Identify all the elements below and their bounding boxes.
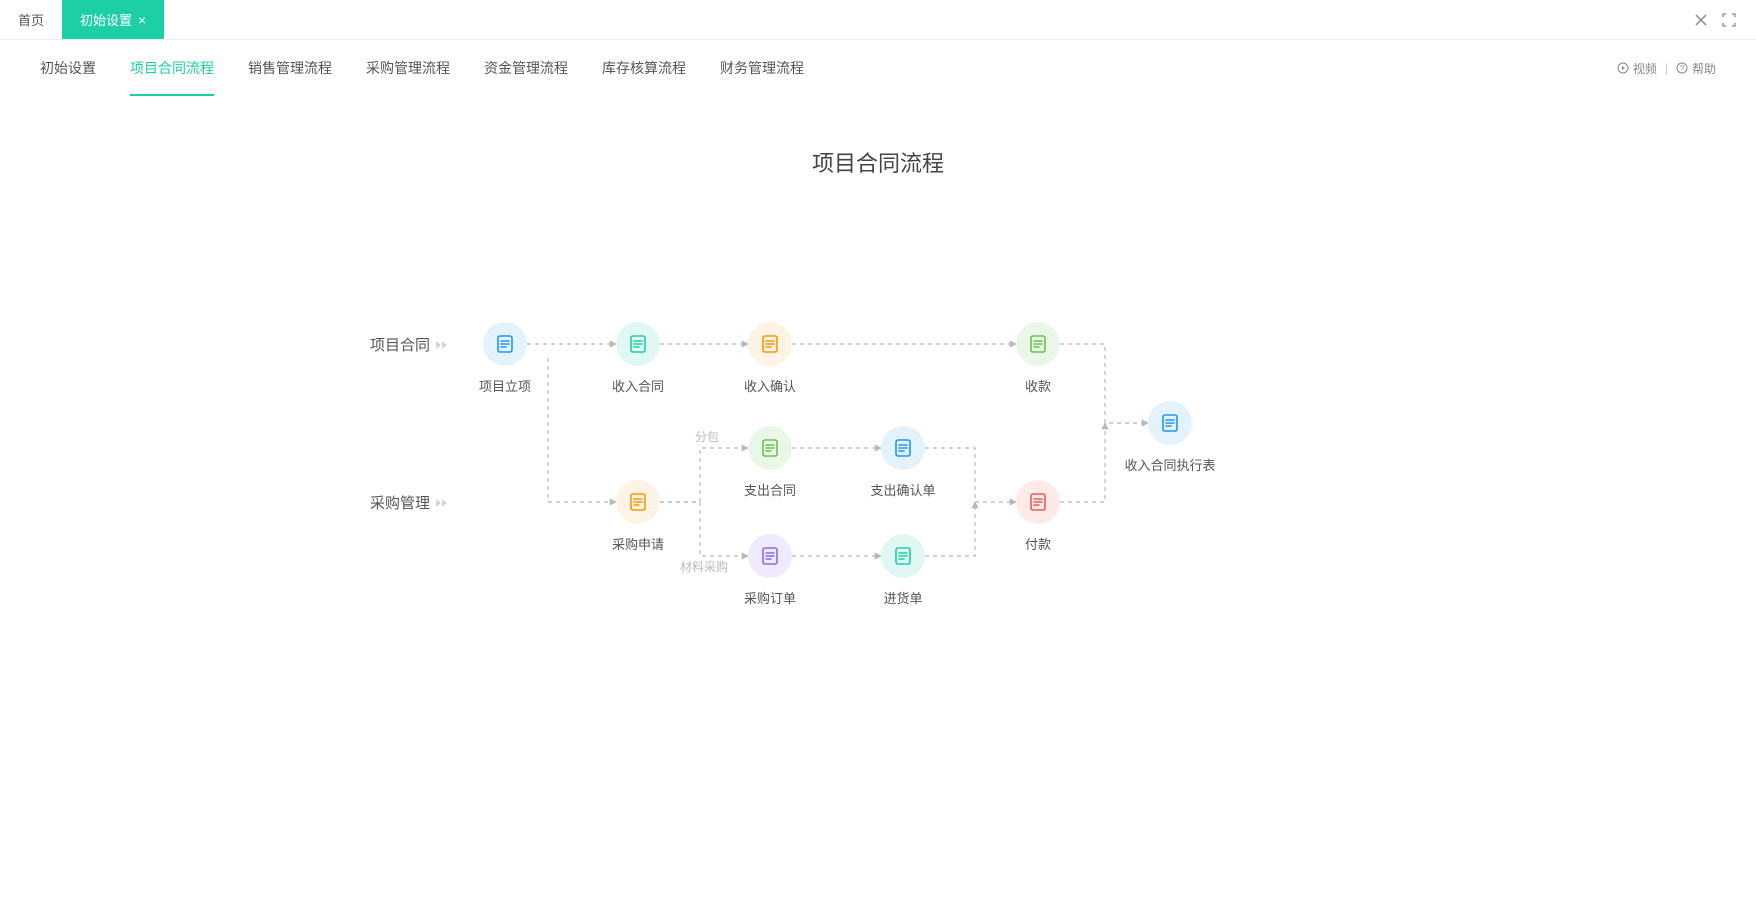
- flow-node-icon: [748, 534, 792, 578]
- branch-label-subcontract: 分包: [695, 428, 719, 445]
- help-circle-icon: ?: [1676, 62, 1688, 74]
- flow-node-payment[interactable]: 付款: [998, 480, 1078, 553]
- branch-label-material: 材料采购: [680, 558, 728, 575]
- flow-node-icon: [1016, 322, 1060, 366]
- flow-node-icon: [1148, 401, 1192, 445]
- nav-right: 视频 | ? 帮助: [1617, 60, 1716, 77]
- flow-node-icon: [1016, 480, 1060, 524]
- flow-node-label: 进货单: [883, 588, 922, 607]
- flow-node-label: 采购订单: [744, 588, 796, 607]
- separator: |: [1665, 61, 1668, 75]
- fullscreen-button[interactable]: [1720, 11, 1738, 29]
- flow-diagram: 项目合同流程 项目合同 采购管理 分包 材料采购 项目立项 收入合同 收入确认 …: [0, 96, 1756, 796]
- group-label-procurement: 采购管理: [370, 492, 447, 513]
- header-actions: [1692, 0, 1756, 39]
- svg-text:?: ?: [1680, 64, 1685, 73]
- flow-node-project-init[interactable]: 项目立项: [465, 322, 545, 395]
- nav-item-3[interactable]: 采购管理流程: [366, 40, 450, 96]
- flow-node-label: 项目立项: [479, 376, 531, 395]
- flow-node-icon: [616, 322, 660, 366]
- nav-item-6[interactable]: 财务管理流程: [720, 40, 804, 96]
- flow-node-income-report[interactable]: 收入合同执行表: [1130, 401, 1210, 474]
- close-panel-button[interactable]: [1692, 11, 1710, 29]
- flow-node-purchase-request[interactable]: 采购申请: [598, 480, 678, 553]
- flow-node-icon: [748, 426, 792, 470]
- group-label-project: 项目合同: [370, 334, 447, 355]
- flow-node-label: 收款: [1025, 376, 1051, 395]
- flow-node-icon: [881, 426, 925, 470]
- help-link[interactable]: ? 帮助: [1676, 60, 1716, 77]
- nav-item-1[interactable]: 项目合同流程: [130, 40, 214, 96]
- flow-node-icon: [881, 534, 925, 578]
- flow-node-label: 支出合同: [744, 480, 796, 499]
- group-label-procurement-text: 采购管理: [370, 492, 430, 513]
- flow-node-goods-receipt[interactable]: 进货单: [863, 534, 943, 607]
- nav-item-2[interactable]: 销售管理流程: [248, 40, 332, 96]
- flow-node-expense-contract[interactable]: 支出合同: [730, 426, 810, 499]
- nav-item-4[interactable]: 资金管理流程: [484, 40, 568, 96]
- flow-node-label: 收入确认: [744, 376, 796, 395]
- diagram-title: 项目合同流程: [812, 146, 944, 178]
- play-circle-icon: [1617, 62, 1629, 74]
- sub-nav: 初始设置 项目合同流程 销售管理流程 采购管理流程 资金管理流程 库存核算流程 …: [0, 40, 1756, 96]
- help-link-label: 帮助: [1692, 60, 1716, 77]
- tab-home-label: 首页: [18, 10, 44, 29]
- video-link-label: 视频: [1633, 60, 1657, 77]
- flow-node-icon: [616, 480, 660, 524]
- flow-node-income-contract[interactable]: 收入合同: [598, 322, 678, 395]
- flow-node-label: 收入合同: [612, 376, 664, 395]
- group-label-project-text: 项目合同: [370, 334, 430, 355]
- tab-strip: 首页 初始设置 ×: [0, 0, 1756, 40]
- tab-active-label: 初始设置: [80, 10, 132, 29]
- flow-node-expense-confirm[interactable]: 支出确认单: [863, 426, 943, 499]
- chevron-right-icon: [436, 499, 447, 507]
- chevron-right-icon: [436, 341, 447, 349]
- flow-node-label: 支出确认单: [870, 480, 935, 499]
- video-link[interactable]: 视频: [1617, 60, 1657, 77]
- flow-node-label: 收入合同执行表: [1125, 455, 1216, 474]
- flow-node-purchase-order[interactable]: 采购订单: [730, 534, 810, 607]
- flow-node-icon: [748, 322, 792, 366]
- tab-active[interactable]: 初始设置 ×: [62, 0, 164, 39]
- flow-node-icon: [483, 322, 527, 366]
- tab-home[interactable]: 首页: [0, 0, 62, 39]
- flow-node-income-confirm[interactable]: 收入确认: [730, 322, 810, 395]
- close-icon[interactable]: ×: [138, 13, 146, 27]
- nav-item-5[interactable]: 库存核算流程: [602, 40, 686, 96]
- flow-node-receipt[interactable]: 收款: [998, 322, 1078, 395]
- flow-node-label: 采购申请: [612, 534, 664, 553]
- flow-node-label: 付款: [1025, 534, 1051, 553]
- nav-item-0[interactable]: 初始设置: [40, 40, 96, 96]
